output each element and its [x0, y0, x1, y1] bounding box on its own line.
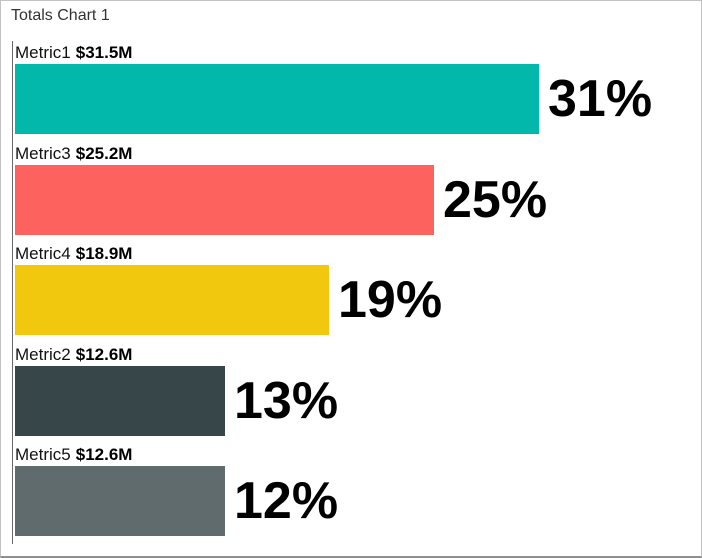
bar[interactable] — [15, 164, 434, 235]
category-name: Metric1 — [15, 43, 71, 62]
category-name: Metric2 — [15, 344, 71, 364]
bar-category-label: Metric1 $31.5M — [15, 43, 674, 62]
bar[interactable] — [15, 365, 225, 436]
bar-line: 12% — [15, 466, 674, 537]
category-value-label: $12.6M — [75, 344, 133, 364]
category-value-label: $31.5M — [75, 43, 133, 62]
bar-row: Metric4 $18.9M 19% — [15, 242, 674, 343]
category-name: Metric4 — [15, 244, 71, 264]
bar-percent-label: 13% — [234, 371, 339, 430]
bar-row: Metric3 $25.2M 25% — [15, 142, 674, 243]
bar-line: 13% — [15, 365, 674, 436]
bar-row: Metric5 $12.6M 12% — [15, 443, 674, 544]
bar-percent-label: 19% — [338, 271, 443, 330]
category-value-label: $12.6M — [75, 445, 133, 465]
bar-percent-label: 31% — [548, 70, 653, 128]
bar-line: 19% — [15, 265, 674, 336]
bar-line: 31% — [15, 64, 674, 134]
bar-category-label: Metric3 $25.2M — [15, 144, 674, 163]
bar-row: Metric2 $12.6M 13% — [15, 343, 674, 444]
category-value-label: $25.2M — [75, 143, 133, 163]
category-name: Metric3 — [15, 143, 71, 163]
bar-category-label: Metric5 $12.6M — [15, 445, 674, 464]
category-value-label: $18.9M — [75, 244, 133, 264]
bar-percent-label: 25% — [443, 170, 548, 229]
bar-category-label: Metric2 $12.6M — [15, 345, 674, 364]
category-name: Metric5 — [15, 445, 71, 465]
bar[interactable] — [15, 265, 329, 336]
bar[interactable] — [15, 64, 539, 134]
bar[interactable] — [15, 466, 225, 537]
bar-category-label: Metric4 $18.9M — [15, 244, 674, 263]
bar-line: 25% — [15, 164, 674, 235]
bar-chart-plot-area: Metric1 $31.5M 31% Metric3 $25.2M 25% Metr… — [12, 41, 674, 544]
bar-percent-label: 12% — [234, 472, 339, 531]
bar-row: Metric1 $31.5M 31% — [15, 41, 674, 142]
chart-title: Totals Chart 1 — [11, 7, 110, 24]
